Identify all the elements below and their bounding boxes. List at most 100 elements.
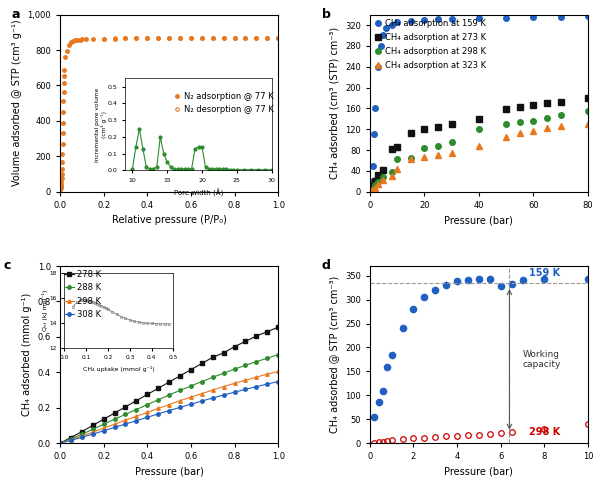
298 K: [198, 391, 205, 396]
N₂ adsorption @ 77 K: [62, 54, 69, 60]
288 K: [89, 427, 97, 432]
CH₄ adsorption at 298 K: [434, 143, 442, 149]
Text: Working
capacity: Working capacity: [523, 350, 561, 369]
278 K: [209, 355, 217, 360]
CH₄ adsorption at 323 K: [544, 125, 551, 131]
N₂ adsorption @ 77 K: [209, 35, 217, 41]
N₂ adsorption @ 77 K: [231, 35, 238, 41]
CH₄ adsorption at 298 K: [407, 155, 415, 161]
CH₄ adsorption at 323 K: [369, 187, 376, 192]
N₂ adsorption @ 77 K: [100, 36, 107, 41]
N₂ adsorption @ 77 K: [166, 36, 173, 41]
N₂ adsorption @ 77 K: [59, 109, 67, 115]
298 K: [100, 425, 107, 431]
288 K: [220, 370, 227, 376]
288 K: [263, 355, 271, 361]
CH₄ adsorption at 298 K: [367, 188, 374, 194]
288 K: [187, 383, 194, 389]
298 K: [155, 406, 162, 412]
308 K: [176, 405, 184, 411]
CH₄ adsorption at 159 K: [383, 25, 390, 31]
298 K: [187, 394, 194, 400]
288 K: [155, 397, 162, 403]
N₂ desorption @ 77 K: [242, 35, 249, 41]
N₂ desorption @ 77 K: [231, 35, 238, 41]
298 K: [122, 417, 129, 423]
288 K: [143, 402, 151, 408]
CH₄ adsorption at 298 K: [516, 119, 523, 125]
N₂ adsorption @ 77 K: [133, 36, 140, 41]
N₂ desorption @ 77 K: [166, 35, 173, 41]
308 K: [263, 381, 271, 387]
N₂ desorption @ 77 K: [220, 35, 227, 41]
X-axis label: Pressure (bar): Pressure (bar): [445, 215, 514, 225]
X-axis label: Relative pressure (P/P₀): Relative pressure (P/P₀): [112, 215, 227, 225]
CH₄ adsorption at 323 K: [371, 185, 379, 190]
278 K: [198, 360, 205, 366]
N₂ desorption @ 77 K: [187, 35, 194, 41]
298 K: [209, 387, 217, 393]
278 K: [78, 429, 85, 434]
N₂ adsorption @ 77 K: [56, 187, 64, 193]
Legend: CH₄ adsorption at 159 K, CH₄ adsorption at 273 K, CH₄ adsorption at 298 K, CH₄ a: CH₄ adsorption at 159 K, CH₄ adsorption …: [374, 19, 486, 70]
CH₄ adsorption at 159 K: [530, 14, 537, 20]
278 K: [122, 404, 129, 410]
N₂ adsorption @ 77 K: [65, 42, 73, 48]
308 K: [198, 398, 205, 404]
CH₄ adsorption at 159 K: [421, 17, 428, 23]
298 K: [67, 437, 74, 443]
CH₄ adsorption at 159 K: [371, 106, 379, 112]
N₂ desorption @ 77 K: [143, 35, 151, 41]
CH₄ adsorption at 273 K: [448, 121, 455, 127]
N₂ desorption @ 77 K: [133, 35, 140, 41]
308 K: [133, 418, 140, 424]
CH₄ adsorption at 159 K: [377, 43, 385, 49]
308 K: [78, 434, 85, 440]
288 K: [253, 359, 260, 365]
CH₄ adsorption at 159 K: [557, 14, 565, 19]
CH₄ adsorption at 159 K: [368, 184, 375, 190]
278 K: [176, 373, 184, 379]
N₂ adsorption @ 77 K: [61, 67, 68, 73]
308 K: [166, 408, 173, 413]
278 K: [67, 434, 74, 440]
N₂ adsorption @ 77 K: [74, 37, 81, 43]
278 K: [220, 350, 227, 356]
278 K: [263, 329, 271, 335]
308 K: [155, 411, 162, 417]
288 K: [166, 392, 173, 398]
278 K: [253, 333, 260, 339]
CH₄ adsorption at 273 K: [368, 186, 375, 192]
CH₄ adsorption at 323 K: [388, 173, 395, 179]
Text: d: d: [322, 259, 331, 272]
CH₄ adsorption at 323 K: [434, 152, 442, 158]
Line: N₂ desorption @ 77 K: N₂ desorption @ 77 K: [102, 37, 280, 40]
N₂ adsorption @ 77 K: [57, 186, 64, 192]
298 K: [176, 398, 184, 404]
N₂ desorption @ 77 K: [155, 35, 162, 41]
CH₄ adsorption at 298 K: [380, 174, 387, 180]
Text: a: a: [12, 7, 20, 20]
Line: 298 K: 298 K: [58, 370, 280, 445]
CH₄ adsorption at 273 K: [503, 107, 510, 112]
N₂ adsorption @ 77 K: [155, 36, 162, 41]
N₂ adsorption @ 77 K: [58, 171, 65, 177]
278 K: [89, 423, 97, 429]
CH₄ adsorption at 273 K: [369, 184, 376, 189]
278 K: [155, 385, 162, 391]
CH₄ adsorption at 159 K: [394, 19, 401, 25]
CH₄ adsorption at 323 K: [374, 182, 382, 187]
CH₄ adsorption at 298 K: [394, 156, 401, 162]
298 K: [220, 384, 227, 390]
CH₄ adsorption at 298 K: [369, 186, 376, 191]
N₂ adsorption @ 77 K: [59, 120, 67, 126]
298 K: [263, 371, 271, 377]
CH₄ adsorption at 159 K: [374, 64, 382, 70]
308 K: [143, 414, 151, 420]
Line: 308 K: 308 K: [58, 380, 280, 445]
CH₄ adsorption at 159 K: [475, 15, 482, 21]
308 K: [100, 428, 107, 434]
CH₄ adsorption at 323 K: [367, 188, 374, 194]
Text: c: c: [3, 259, 11, 272]
CH₄ adsorption at 273 K: [367, 188, 374, 194]
